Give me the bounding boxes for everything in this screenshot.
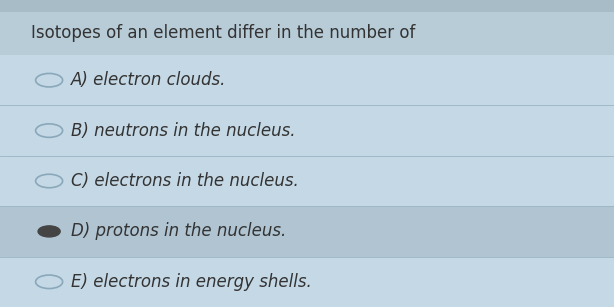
Text: D) protons in the nucleus.: D) protons in the nucleus.	[71, 222, 286, 240]
FancyBboxPatch shape	[0, 12, 614, 55]
Circle shape	[38, 226, 60, 237]
Text: Isotopes of an element differ in the number of: Isotopes of an element differ in the num…	[31, 25, 415, 42]
Text: E) electrons in energy shells.: E) electrons in energy shells.	[71, 273, 311, 291]
Text: A) electron clouds.: A) electron clouds.	[71, 71, 226, 89]
Text: C) electrons in the nucleus.: C) electrons in the nucleus.	[71, 172, 298, 190]
Text: B) neutrons in the nucleus.: B) neutrons in the nucleus.	[71, 122, 295, 140]
FancyBboxPatch shape	[0, 0, 614, 12]
FancyBboxPatch shape	[0, 206, 614, 257]
